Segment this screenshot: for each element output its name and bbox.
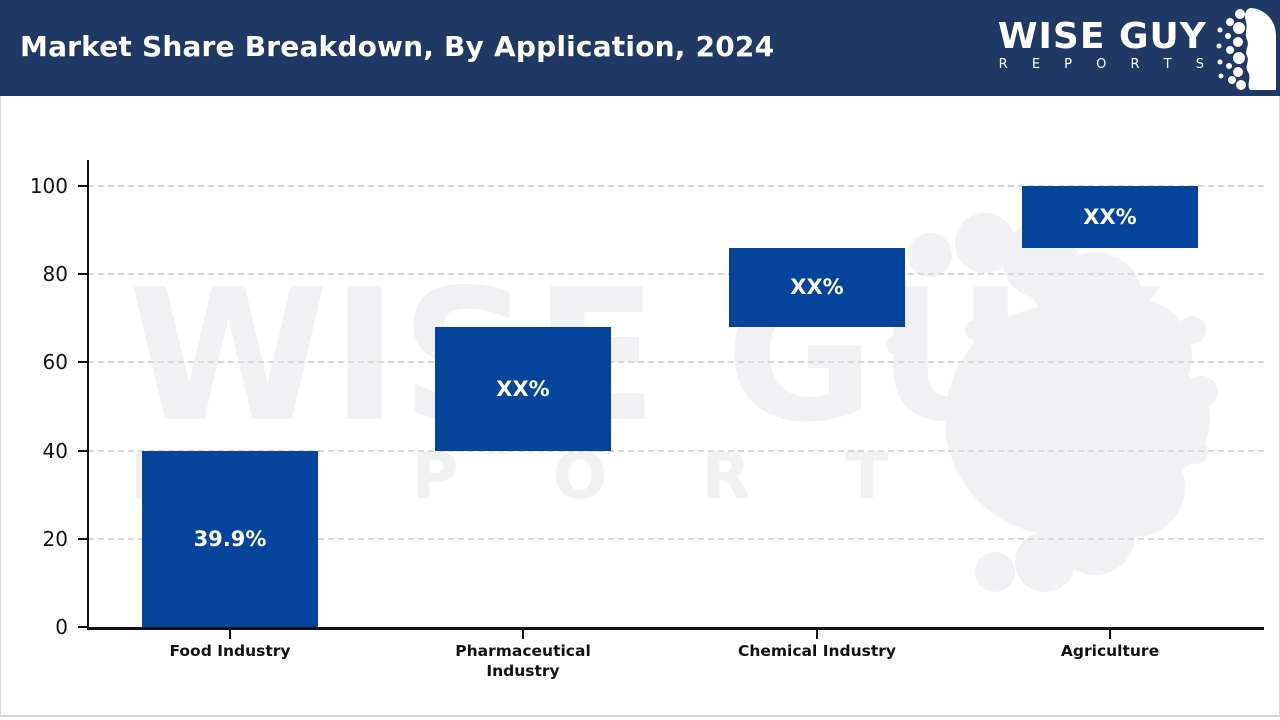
brand-logo-wiseguy-text: WISE GUY [997,16,1207,57]
header-bar: Market Share Breakdown, By Application, … [0,0,1280,96]
x-axis-tick [522,630,524,639]
y-axis-tick [78,626,88,628]
x-axis-tick [1109,630,1111,639]
y-axis-tick-label: 0 [55,615,68,639]
y-gridline [88,449,1264,452]
x-axis-line [87,627,1264,630]
brand-logo-reports-text: R E P O R T S [998,57,1214,72]
y-axis-tick-label: 100 [29,174,68,198]
bar-value-label: 39.9% [193,527,267,551]
bar-value-label: XX% [496,377,550,402]
x-axis-category-label: Agriculture [1060,642,1160,660]
y-axis-tick-label: 60 [42,350,68,375]
y-axis-tick [78,273,88,276]
y-gridline [88,537,1264,540]
y-axis-tick-label: 40 [42,438,68,463]
y-axis-tick [78,449,88,452]
bar-value-label: XX% [790,275,844,300]
x-axis-tick [816,630,818,639]
left-border-line [0,96,1,717]
y-axis-line [87,160,89,627]
bottom-border-line [0,715,1280,717]
y-gridline [88,361,1264,364]
y-axis-tick-label: 80 [42,262,68,287]
y-axis-tick [78,185,88,187]
y-axis-tick [78,537,88,540]
x-axis-category-label: Chemical Industry [737,642,897,660]
brand-logo: WISE GUY R E P O R T S [991,16,1214,73]
chart-title: Market Share Breakdown, By Application, … [20,30,775,63]
x-axis-category-label: Pharmaceutical Industry [455,642,591,680]
bar-segment: 39.9% [142,451,318,627]
bar-segment: XX% [435,327,611,452]
x-axis-tick [229,630,231,639]
y-axis-tick-label: 20 [42,526,68,551]
y-axis-tick [78,361,88,364]
y-gridline [88,273,1264,276]
x-axis-category-label: Food Industry [169,642,291,660]
bar-segment: XX% [729,247,905,328]
bar-segment: XX% [1022,186,1198,248]
y-gridline [88,185,1264,187]
bar-value-label: XX% [1083,204,1137,229]
brand-logo-face-icon [1216,8,1276,90]
